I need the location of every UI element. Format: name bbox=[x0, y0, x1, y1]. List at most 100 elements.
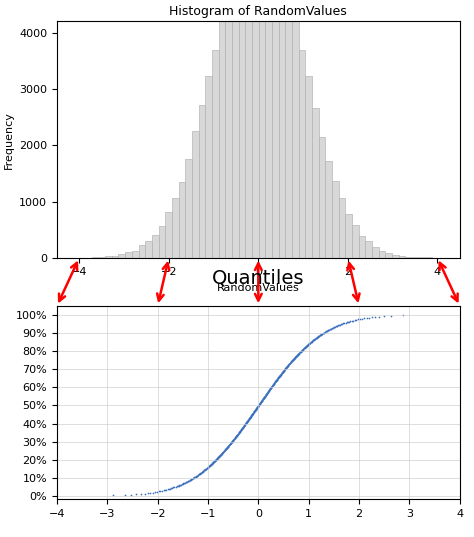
Point bbox=[185, 476, 193, 485]
Point bbox=[210, 457, 218, 466]
Bar bbox=[105, 257, 112, 258]
Point bbox=[261, 392, 269, 401]
Point bbox=[231, 433, 239, 442]
Point bbox=[165, 484, 173, 493]
Point bbox=[256, 400, 264, 408]
Point bbox=[233, 431, 241, 440]
Point bbox=[240, 421, 248, 430]
Point bbox=[272, 377, 279, 386]
Point bbox=[339, 319, 347, 328]
Point bbox=[372, 313, 379, 321]
Point bbox=[288, 357, 295, 365]
Point bbox=[284, 361, 292, 370]
Point bbox=[248, 410, 256, 419]
Point bbox=[290, 354, 298, 363]
Point bbox=[158, 487, 166, 495]
Point bbox=[268, 381, 276, 390]
Point bbox=[304, 340, 312, 349]
Point bbox=[144, 489, 151, 498]
Point bbox=[333, 322, 340, 330]
Point bbox=[236, 428, 243, 437]
Point bbox=[272, 378, 279, 386]
Bar bbox=[265, 0, 272, 258]
Point bbox=[292, 352, 300, 361]
Point bbox=[247, 411, 255, 420]
Point bbox=[256, 398, 264, 407]
Point bbox=[291, 353, 299, 362]
Point bbox=[242, 419, 249, 427]
Point bbox=[286, 359, 294, 367]
Point bbox=[286, 359, 293, 368]
Point bbox=[212, 455, 220, 464]
Point bbox=[183, 477, 191, 486]
Point bbox=[269, 380, 277, 389]
Point bbox=[226, 440, 233, 449]
Point bbox=[166, 484, 174, 493]
Bar bbox=[292, 18, 299, 258]
Point bbox=[319, 329, 327, 338]
Point bbox=[294, 350, 301, 359]
Point bbox=[222, 445, 230, 453]
Bar bbox=[405, 257, 412, 258]
Point bbox=[188, 475, 196, 483]
Point bbox=[232, 433, 239, 441]
Point bbox=[239, 424, 246, 432]
Point bbox=[194, 470, 202, 479]
Point bbox=[163, 485, 170, 494]
Point bbox=[205, 462, 212, 471]
Point bbox=[292, 352, 300, 361]
Point bbox=[207, 461, 214, 469]
Point bbox=[261, 393, 268, 401]
Point bbox=[232, 432, 240, 440]
Point bbox=[318, 330, 326, 338]
Point bbox=[180, 479, 187, 488]
Point bbox=[259, 395, 267, 403]
Point bbox=[301, 344, 309, 352]
Point bbox=[278, 369, 285, 378]
Point bbox=[164, 485, 172, 494]
Point bbox=[253, 404, 260, 412]
Point bbox=[300, 345, 307, 353]
Point bbox=[241, 420, 249, 429]
Point bbox=[255, 400, 263, 409]
Point bbox=[290, 354, 297, 363]
Point bbox=[219, 448, 227, 456]
Point bbox=[320, 328, 328, 337]
Point bbox=[196, 469, 204, 477]
Point bbox=[288, 357, 295, 366]
Point bbox=[265, 387, 273, 395]
Point bbox=[293, 351, 301, 360]
Point bbox=[274, 374, 282, 383]
Bar bbox=[312, 108, 319, 258]
Point bbox=[338, 320, 346, 328]
Point bbox=[249, 409, 257, 418]
Point bbox=[241, 420, 248, 429]
Point bbox=[331, 322, 339, 331]
Point bbox=[187, 476, 194, 484]
Point bbox=[251, 405, 259, 414]
Point bbox=[275, 373, 283, 382]
Point bbox=[201, 465, 209, 474]
Point bbox=[244, 417, 251, 425]
Point bbox=[232, 432, 239, 441]
Point bbox=[243, 417, 251, 426]
Point bbox=[248, 411, 255, 419]
Point bbox=[358, 315, 365, 323]
Point bbox=[234, 430, 241, 439]
Point bbox=[250, 408, 258, 416]
Point bbox=[214, 453, 222, 462]
Point bbox=[240, 421, 248, 430]
Point bbox=[245, 415, 252, 424]
Point bbox=[255, 400, 263, 409]
Point bbox=[302, 342, 310, 351]
Point bbox=[228, 438, 235, 446]
Point bbox=[255, 401, 263, 410]
Point bbox=[213, 454, 221, 463]
Point bbox=[191, 473, 198, 482]
Point bbox=[297, 347, 304, 356]
Point bbox=[310, 336, 317, 344]
Point bbox=[276, 371, 283, 380]
Point bbox=[258, 396, 266, 404]
Point bbox=[363, 314, 370, 322]
Point bbox=[221, 446, 228, 454]
